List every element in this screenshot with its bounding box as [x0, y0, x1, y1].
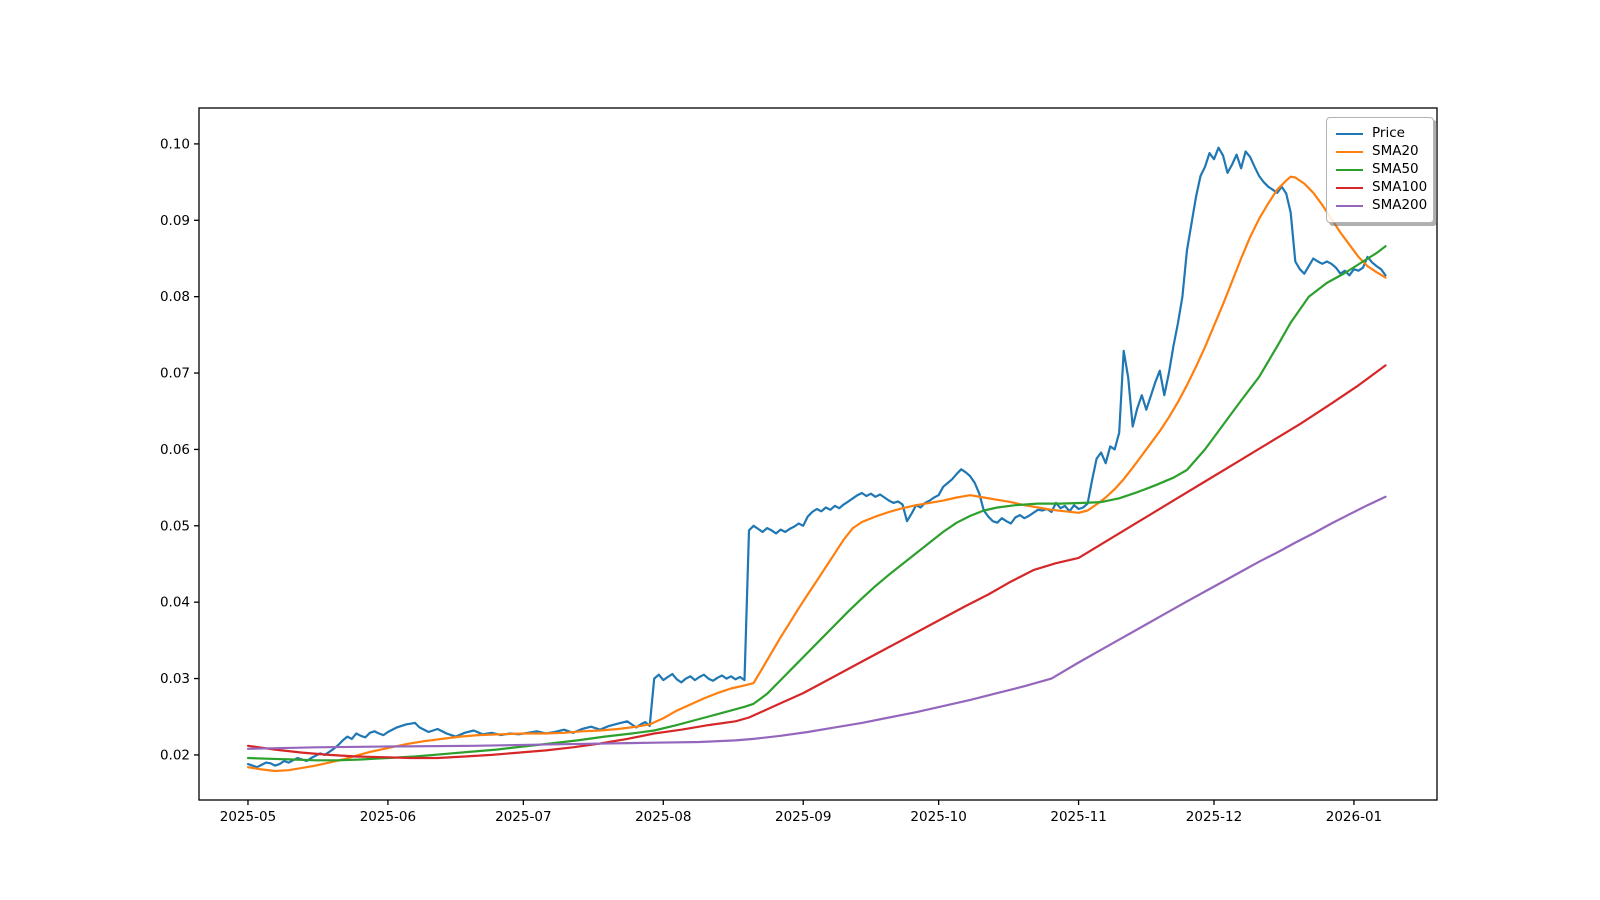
x-tick-label: 2025-07: [495, 809, 551, 825]
series-line-price: [246, 146, 1387, 769]
legend-label: Price: [1372, 125, 1405, 142]
legend-item-sma100: SMA100: [1336, 179, 1428, 197]
y-tick-label: 0.09: [160, 213, 190, 229]
y-tick-label: 0.10: [160, 136, 190, 152]
legend-label: SMA20: [1372, 143, 1419, 160]
x-tick-label: 2025-06: [360, 809, 416, 825]
legend-item-sma50: SMA50: [1336, 161, 1424, 179]
series-line-sma50: [246, 245, 1387, 762]
x-tick-label: 2025-12: [1186, 809, 1242, 825]
legend-item-price: Price: [1336, 125, 1424, 143]
legend-item-sma20: SMA20: [1336, 143, 1424, 161]
y-tick-label: 0.08: [160, 289, 190, 305]
legend-item-sma200: SMA200: [1336, 197, 1428, 215]
series-line-sma20: [246, 175, 1387, 773]
series-line-sma100: [246, 364, 1387, 760]
y-tick-label: 0.05: [160, 518, 190, 534]
legend-line-sample: [1336, 187, 1363, 189]
legend-line-sample: [1336, 151, 1363, 153]
legend-label: SMA100: [1372, 179, 1428, 196]
legend-line-sample: [1336, 205, 1363, 207]
legend-line-sample: [1336, 133, 1363, 135]
x-tick-label: 2025-10: [910, 809, 966, 825]
x-tick-label: 2025-08: [635, 809, 691, 825]
legend-label: SMA200: [1372, 197, 1428, 214]
legend-line-sample: [1336, 169, 1363, 171]
x-tick-label: 2025-05: [220, 809, 276, 825]
x-tick-label: 2025-11: [1050, 809, 1106, 825]
x-tick-label: 2025-09: [775, 809, 831, 825]
legend-label: SMA50: [1372, 161, 1419, 178]
plot-area-frame: [198, 107, 1438, 801]
x-tick-label: 2026-01: [1326, 809, 1382, 825]
y-tick-label: 0.02: [160, 747, 190, 763]
legend: Price SMA20 SMA50 SMA100 SMA200: [1326, 117, 1434, 223]
y-tick-label: 0.07: [160, 366, 190, 382]
y-tick-label: 0.03: [160, 671, 190, 687]
y-tick-label: 0.06: [160, 442, 190, 458]
y-tick-label: 0.04: [160, 595, 190, 611]
series-line-sma200: [246, 495, 1387, 750]
